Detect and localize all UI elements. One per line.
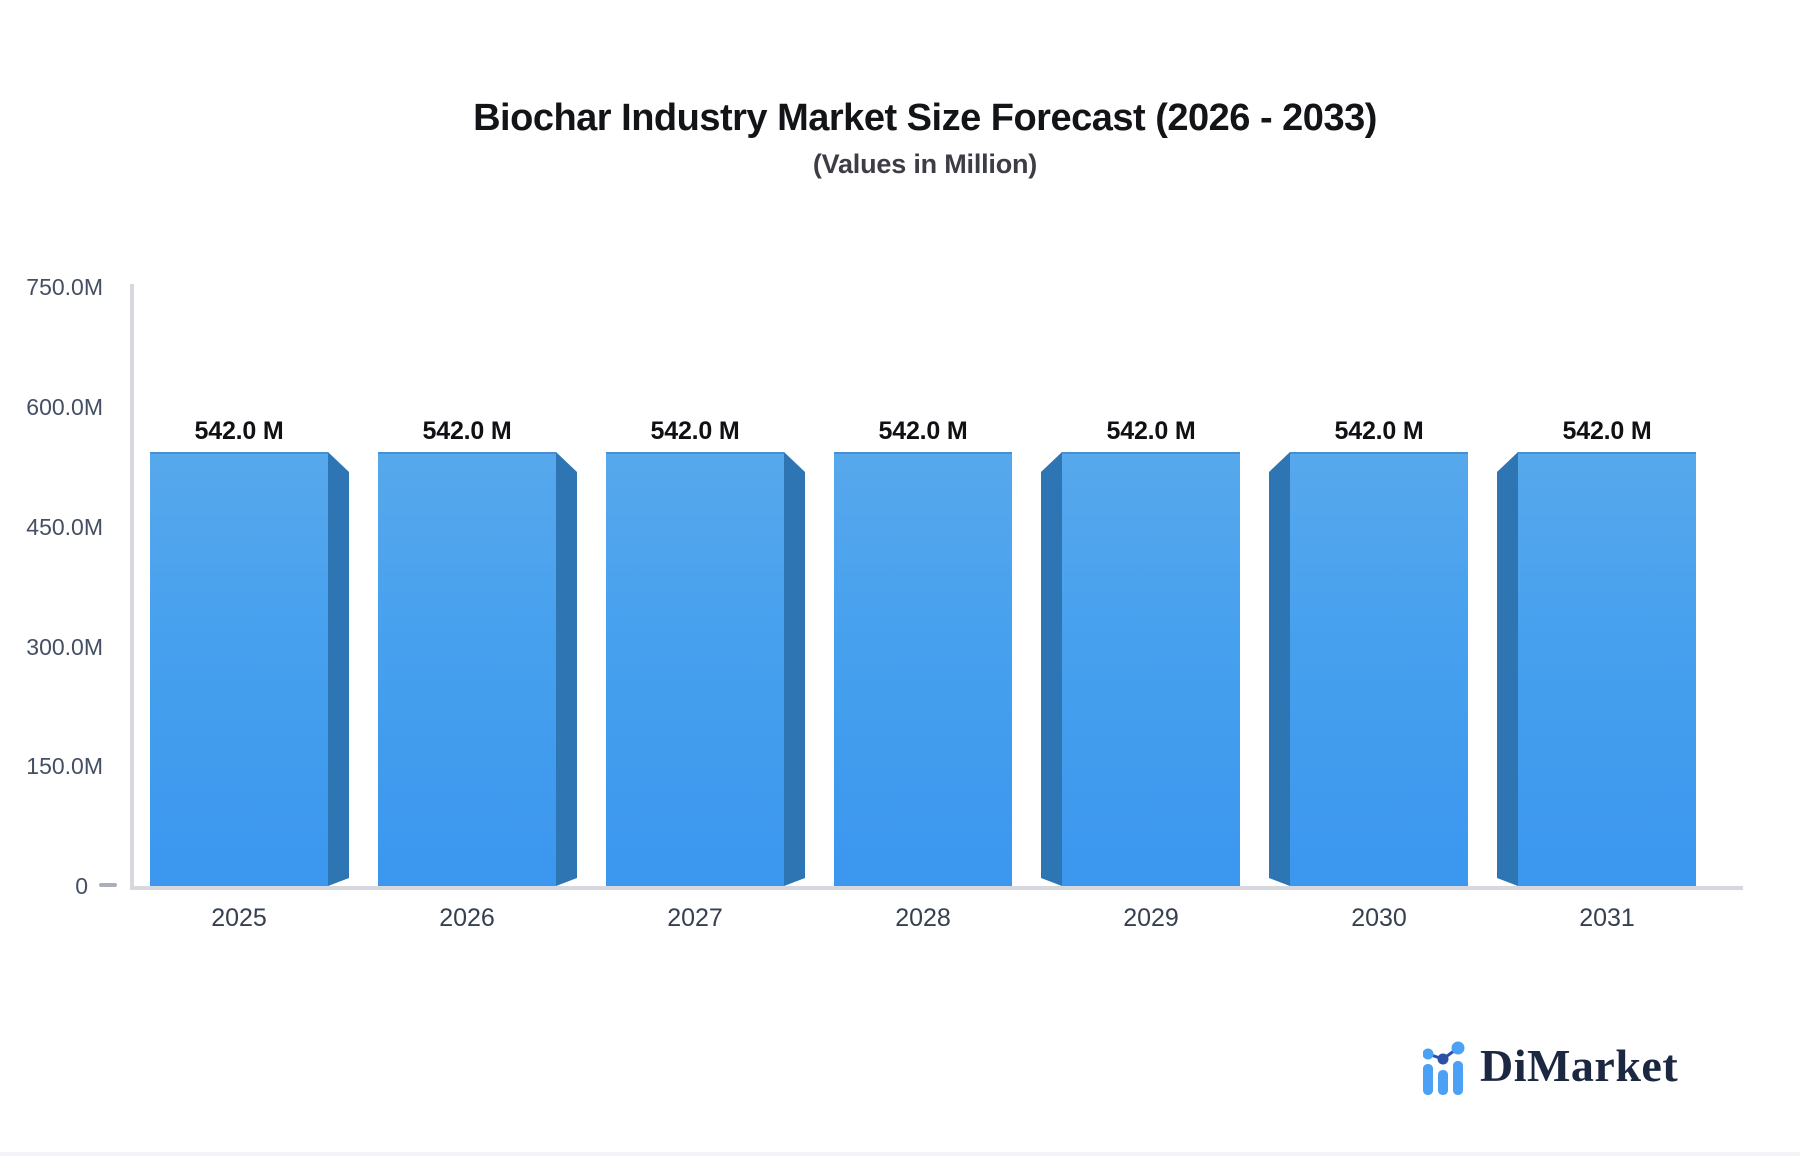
bar-3d-side (328, 452, 349, 886)
bar-value-label: 542.0 M (1106, 417, 1196, 445)
bar (1290, 452, 1468, 886)
bar-chart-logo-icon (1423, 1041, 1465, 1095)
y-axis-tick-label: 150.0M (26, 753, 103, 779)
bar-value-label: 542.0 M (878, 417, 968, 445)
x-axis-tick-label: 2030 (1351, 904, 1407, 932)
x-axis-tick-label: 2026 (439, 904, 495, 932)
bar-group: 542.0 M (357, 414, 577, 886)
bar-value-label: 542.0 M (1334, 417, 1424, 445)
y-axis-tick-label: 0 (75, 873, 88, 899)
bar-group: 542.0 M (1497, 414, 1717, 886)
bar-3d-side (1497, 452, 1518, 886)
bar-3d-side (1269, 452, 1290, 886)
x-axis-tick-label: 2029 (1123, 904, 1179, 932)
bar (378, 452, 556, 886)
bar-3d-side (556, 452, 577, 886)
y-axis-tick-label: 750.0M (26, 274, 103, 300)
bar-3d-side (1041, 452, 1062, 886)
bar (1518, 452, 1696, 886)
x-axis-line (130, 886, 1743, 890)
chart-header: Biochar Industry Market Size Forecast (2… (50, 0, 1800, 180)
logo-text: DiMarket (1480, 1040, 1679, 1091)
y-axis-line (130, 284, 134, 890)
x-axis-tick-label: 2027 (667, 904, 723, 932)
x-axis-tick-label: 2028 (895, 904, 951, 932)
bar-group: 542.0 M (585, 414, 805, 886)
bar-group: 542.0 M (813, 414, 1033, 886)
bar-value-label: 542.0 M (1562, 417, 1652, 445)
chart-title: Biochar Industry Market Size Forecast (2… (473, 97, 1377, 139)
x-axis-tick-label: 2025 (211, 904, 267, 932)
bar-value-label: 542.0 M (422, 417, 512, 445)
chart-subtitle: (Values in Million) (812, 149, 1038, 179)
bar-group: 542.0 M (1041, 414, 1261, 886)
y-axis-tick-label: 300.0M (26, 634, 103, 660)
bar (834, 452, 1012, 886)
bar-group: 542.0 M (129, 414, 349, 886)
bar-value-label: 542.0 M (650, 417, 740, 445)
x-axis-tick-label: 2031 (1579, 904, 1635, 932)
bar-value-label: 542.0 M (194, 417, 284, 445)
bar (150, 452, 328, 886)
zero-tick-mark (99, 883, 117, 887)
y-axis-tick-label: 450.0M (26, 514, 103, 540)
logo: DiMarket (1423, 1036, 1678, 1096)
bar (1062, 452, 1240, 886)
y-axis-tick-label: 600.0M (26, 394, 103, 420)
bar (606, 452, 784, 886)
bar-3d-side (784, 452, 805, 886)
bar-group: 542.0 M (1269, 414, 1489, 886)
